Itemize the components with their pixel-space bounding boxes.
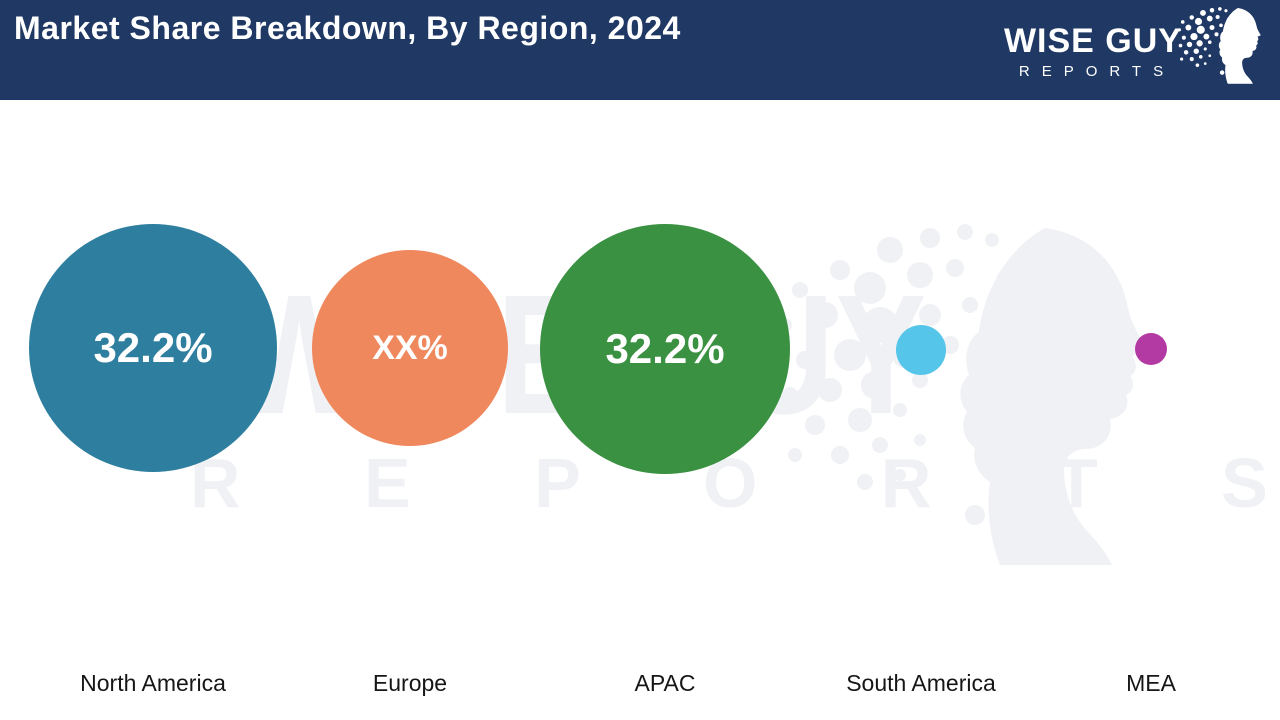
logo-subtitle: REPORTS: [1018, 63, 1176, 80]
wise-guy-reports-logo: WISE GUY REPORTS: [1004, 6, 1266, 84]
bubble-label-north-america: North America: [80, 670, 226, 696]
bubble-value-apac: 32.2%: [605, 325, 725, 372]
watermark-reports-text: R E P O R T S: [190, 444, 1280, 522]
watermark-head-profile-icon: [770, 220, 1170, 565]
bubble-label-south-america: South America: [846, 670, 996, 696]
bubble-mea: [1135, 333, 1167, 365]
bubble-north-america: 32.2%: [29, 224, 277, 472]
bubble-europe: XX%: [312, 250, 508, 446]
bubble-apac: 32.2%: [540, 224, 790, 474]
bubble-label-europe: Europe: [372, 670, 448, 696]
logo-wordmark: WISE GUY: [1003, 22, 1182, 60]
bubble-label-mea: MEA: [1126, 670, 1176, 696]
bubble-value-europe: XX%: [372, 328, 448, 367]
bubble-label-apac: APAC: [634, 670, 696, 696]
head-profile-icon: [1176, 6, 1266, 84]
bubble-chart: WISE GUY R E P O R T S 32.2%North Americ…: [0, 100, 1280, 720]
bubble-value-north-america: 32.2%: [93, 324, 213, 371]
logo-text: WISE GUY REPORTS: [1004, 24, 1182, 80]
header: Market Share Breakdown, By Region, 2024 …: [0, 0, 1280, 100]
bubble-south-america: [896, 325, 946, 375]
page-title: Market Share Breakdown, By Region, 2024: [14, 10, 681, 46]
